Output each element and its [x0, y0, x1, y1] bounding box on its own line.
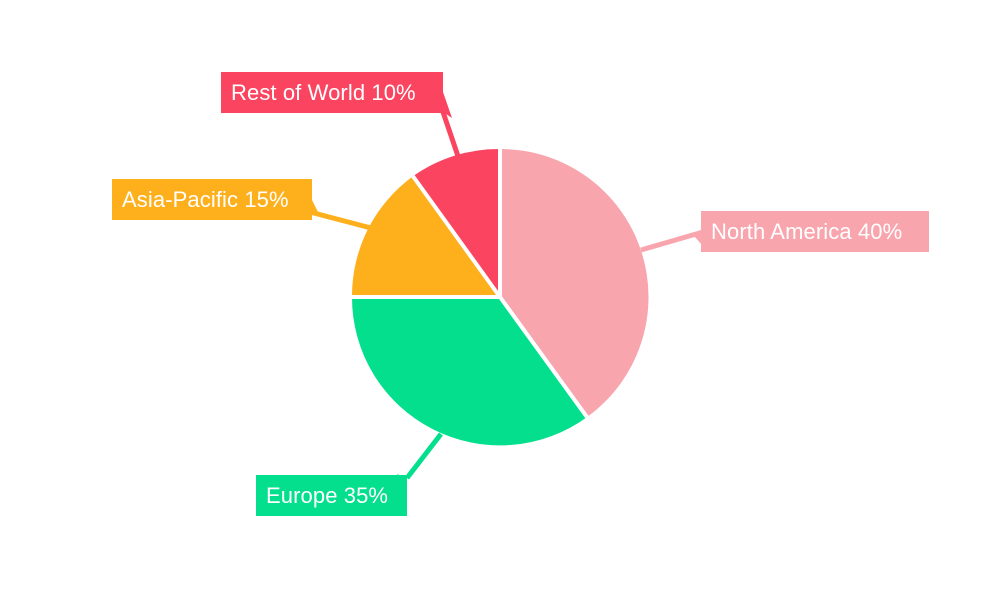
- leader-line-asia-pacific: [309, 209, 372, 231]
- callout-tail-north-america: [694, 232, 703, 246]
- pie-label-north-america[interactable]: North America 40%: [701, 211, 929, 252]
- pie-slice-rest-of-world[interactable]: [413, 148, 500, 297]
- pie-label-europe[interactable]: Europe 35%: [256, 475, 407, 516]
- slice-separators: [352, 149, 589, 419]
- separator-ap-row: [411, 175, 502, 299]
- pie-slice-north-america[interactable]: [500, 148, 649, 418]
- callout-tail-asia-pacific: [310, 196, 320, 216]
- leader-line-europe: [405, 432, 443, 480]
- pie-label-asia-pacific[interactable]: Asia-Pacific 15%: [112, 179, 312, 220]
- separator-na-eu: [498, 295, 589, 419]
- pie-label-rest-of-world[interactable]: Rest of World 10%: [221, 72, 443, 113]
- pie-slice-asia-pacific[interactable]: [351, 176, 500, 297]
- pie-slice-europe[interactable]: [351, 297, 587, 446]
- callout-tail-rest-of-world: [443, 92, 452, 118]
- leader-line-north-america: [640, 229, 704, 253]
- pie-slices: [351, 148, 649, 446]
